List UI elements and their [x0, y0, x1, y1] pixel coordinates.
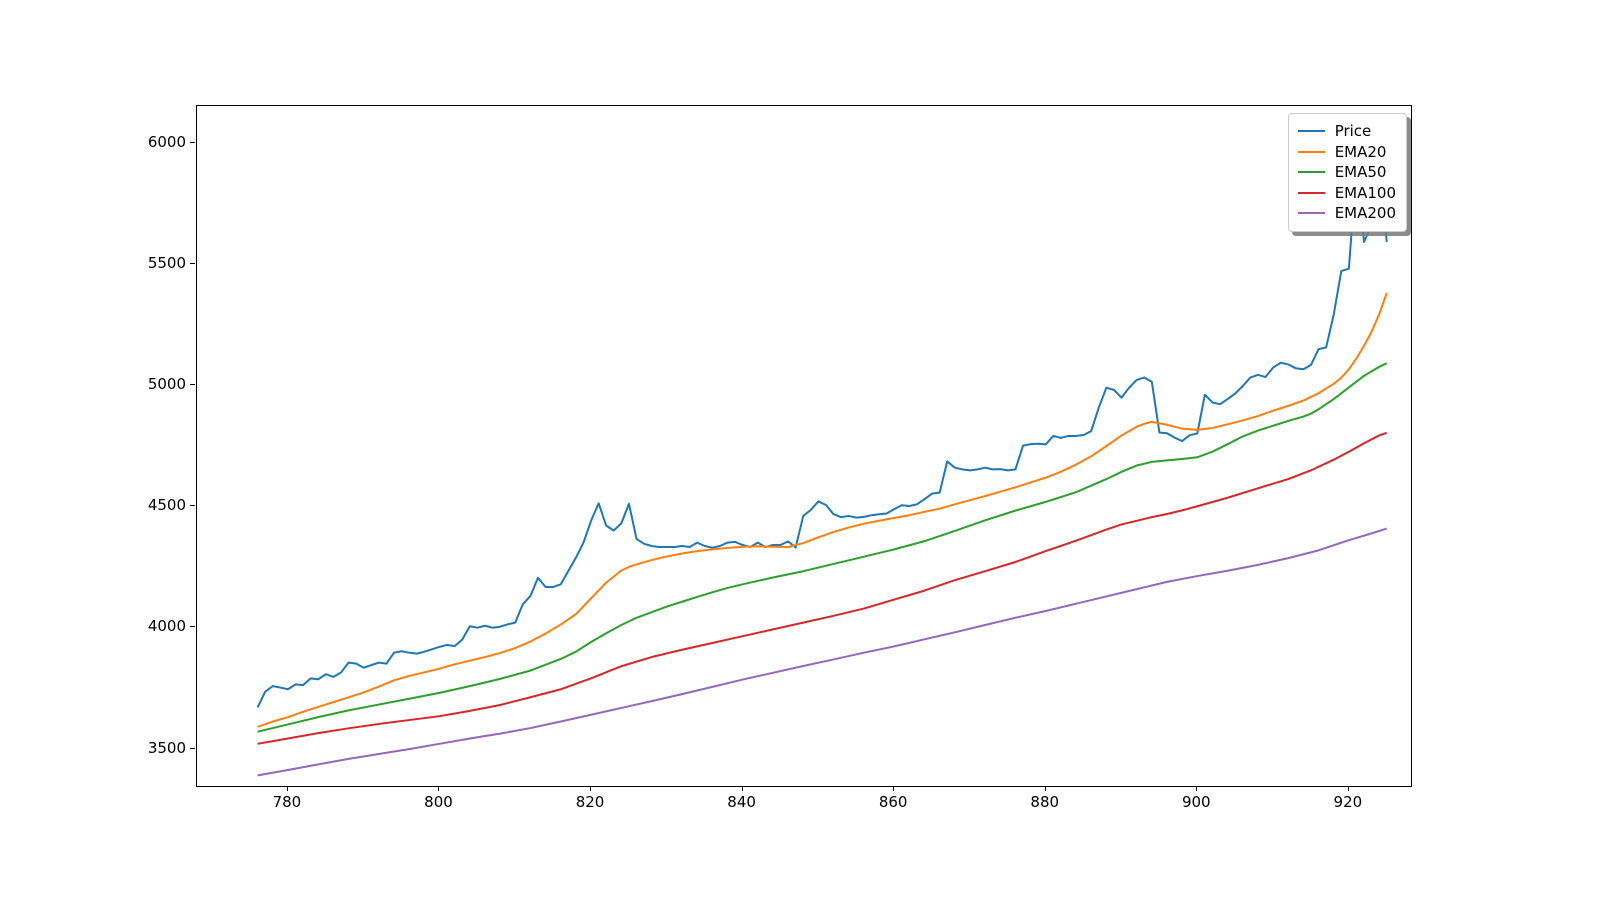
- x-tick-mark: [1196, 786, 1198, 791]
- x-tick-mark: [893, 786, 895, 791]
- legend-swatch-icon: [1297, 191, 1325, 194]
- y-tick-mark: [190, 626, 195, 628]
- ema20-line: [257, 292, 1388, 728]
- x-tick-mark: [590, 786, 592, 791]
- x-tick-label: 800: [424, 793, 453, 811]
- y-tick-mark: [190, 141, 195, 143]
- y-tick-mark: [190, 262, 195, 264]
- y-tick-label: 4000: [147, 617, 186, 636]
- x-tick-label: 920: [1333, 793, 1363, 811]
- price-line: [256, 161, 1388, 708]
- x-tick-label: 820: [575, 793, 605, 811]
- y-tick-label: 4500: [147, 496, 186, 515]
- legend-item-price: Price: [1297, 121, 1396, 142]
- x-tick-mark: [741, 786, 743, 791]
- legend-item-ema100: EMA100: [1297, 183, 1396, 204]
- y-tick-mark: [190, 505, 195, 507]
- legend-swatch-icon: [1297, 130, 1325, 133]
- y-tick-label: 6000: [147, 132, 186, 151]
- ema50-line: [257, 362, 1388, 733]
- legend: Price EMA20 EMA50 EMA100 EMA200: [1287, 113, 1407, 232]
- x-tick-mark: [1347, 786, 1349, 791]
- legend-item-ema50: EMA50: [1297, 162, 1396, 183]
- y-tick-label: 5500: [147, 253, 186, 272]
- y-tick-mark: [190, 747, 195, 749]
- legend-swatch-icon: [1297, 150, 1325, 153]
- x-tick-label: 880: [1030, 793, 1060, 811]
- legend-label: Price: [1334, 122, 1372, 141]
- chart-canvas: [256, 161, 1388, 777]
- y-tick-mark: [190, 384, 195, 386]
- x-tick-label: 840: [727, 793, 756, 811]
- legend-label: EMA100: [1334, 183, 1396, 202]
- legend-label: EMA200: [1334, 204, 1396, 223]
- legend-swatch-icon: [1297, 171, 1325, 174]
- legend-item-ema200: EMA200: [1297, 203, 1396, 224]
- x-tick-label: 900: [1181, 793, 1211, 811]
- legend-label: EMA20: [1334, 142, 1387, 161]
- y-tick-label: 5000: [147, 375, 186, 394]
- plot-area: [196, 105, 1412, 787]
- x-tick-label: 860: [878, 793, 908, 811]
- x-tick-mark: [1044, 786, 1046, 791]
- y-tick-label: 3500: [147, 738, 186, 757]
- x-tick-label: 780: [272, 793, 302, 811]
- x-tick-mark: [438, 786, 440, 791]
- ema100-line: [257, 431, 1388, 745]
- legend-swatch-icon: [1297, 212, 1325, 215]
- legend-item-ema20: EMA20: [1297, 142, 1396, 163]
- ema200-line: [257, 527, 1388, 777]
- x-tick-mark: [286, 786, 288, 791]
- legend-label: EMA50: [1334, 163, 1387, 182]
